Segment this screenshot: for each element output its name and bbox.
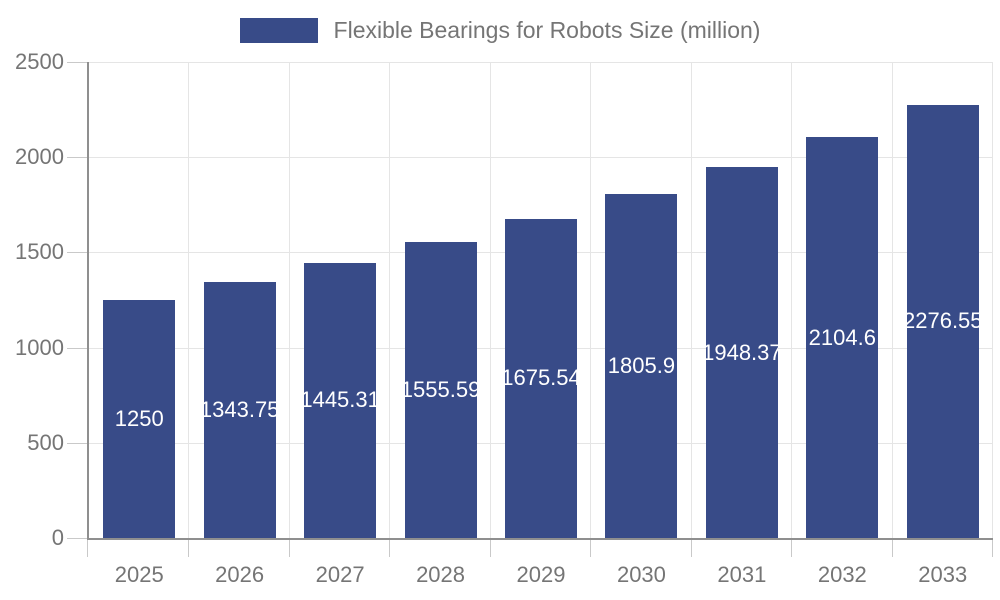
x-axis-tick bbox=[188, 540, 190, 557]
bar-2032: 2104.6 bbox=[806, 137, 879, 538]
y-axis-label: 2000 bbox=[15, 144, 64, 170]
bar-value-label: 2276.55 bbox=[906, 308, 979, 334]
y-axis-tick bbox=[67, 538, 87, 539]
y-axis-tick bbox=[67, 157, 87, 159]
bar-value-label: 1675.54 bbox=[505, 365, 577, 391]
bar-value-label: 1948.37 bbox=[705, 339, 778, 365]
legend[interactable]: Flexible Bearings for Robots Size (milli… bbox=[0, 17, 1000, 44]
y-axis-tick bbox=[67, 347, 87, 349]
bar-2028: 1555.59 bbox=[404, 241, 477, 538]
bar-value-label: 1445.31 bbox=[304, 387, 377, 413]
y-axis-tick bbox=[67, 62, 87, 63]
x-axis-tick bbox=[489, 540, 491, 557]
x-axis-label: 2026 bbox=[215, 562, 265, 587]
bar-2025: 1250 bbox=[103, 300, 176, 538]
x-axis-tick bbox=[590, 540, 592, 557]
x-axis-label: 2030 bbox=[616, 562, 666, 587]
x-gridline bbox=[891, 62, 893, 538]
x-axis-label: 2032 bbox=[817, 562, 867, 587]
y-axis-label: 1500 bbox=[15, 239, 64, 265]
x-axis-label: 2029 bbox=[516, 562, 566, 587]
x-axis-label: 2033 bbox=[918, 562, 968, 587]
bar-2031: 1948.37 bbox=[705, 167, 778, 538]
x-gridline bbox=[992, 62, 993, 538]
bar-2030: 1805.9 bbox=[605, 194, 678, 538]
bar-value-label: 2104.6 bbox=[808, 324, 876, 350]
legend-swatch-icon bbox=[239, 18, 318, 43]
y-axis-label: 1000 bbox=[15, 334, 64, 360]
x-axis-tick bbox=[992, 540, 993, 557]
x-gridline bbox=[791, 62, 793, 538]
x-axis-label: 2028 bbox=[416, 562, 466, 587]
x-gridline bbox=[288, 62, 290, 538]
x-gridline bbox=[590, 62, 592, 538]
bar-value-label: 1555.59 bbox=[404, 376, 477, 402]
bar-value-label: 1343.75 bbox=[203, 397, 276, 423]
x-gridline bbox=[690, 62, 692, 538]
x-gridline bbox=[188, 62, 190, 538]
x-axis-label: 2031 bbox=[717, 562, 767, 587]
x-axis-tick bbox=[690, 540, 692, 557]
bar-2033: 2276.55 bbox=[906, 104, 979, 538]
y-axis-label: 2500 bbox=[15, 49, 64, 74]
bar-2026: 1343.75 bbox=[203, 282, 276, 538]
x-axis-tick bbox=[791, 540, 793, 557]
x-axis-tick bbox=[288, 540, 290, 557]
plot-area: 0 500 1000 1500 2000 2500 1250 2025 1343.75 2026 1… bbox=[15, 49, 993, 587]
y-gridline bbox=[89, 62, 993, 63]
bar-2029: 1675.54 bbox=[505, 218, 577, 538]
bar-value-label: 1805.9 bbox=[607, 353, 676, 379]
x-gridline bbox=[389, 62, 391, 538]
x-axis-label: 2027 bbox=[315, 562, 365, 587]
y-gridline bbox=[89, 157, 993, 159]
legend-label: Flexible Bearings for Robots Size (milli… bbox=[333, 17, 761, 43]
bar-2027: 1445.31 bbox=[304, 262, 377, 538]
y-axis-tick bbox=[67, 252, 87, 254]
y-axis-tick bbox=[67, 442, 87, 444]
y-axis-label: 500 bbox=[27, 429, 64, 455]
x-axis-tick bbox=[891, 540, 893, 557]
y-axis-label: 0 bbox=[51, 525, 64, 550]
bar-value-label: 1250 bbox=[114, 406, 164, 431]
x-gridline bbox=[489, 62, 491, 538]
x-axis-label: 2025 bbox=[114, 562, 164, 587]
x-axis-tick bbox=[389, 540, 391, 557]
x-axis-tick bbox=[87, 540, 88, 557]
